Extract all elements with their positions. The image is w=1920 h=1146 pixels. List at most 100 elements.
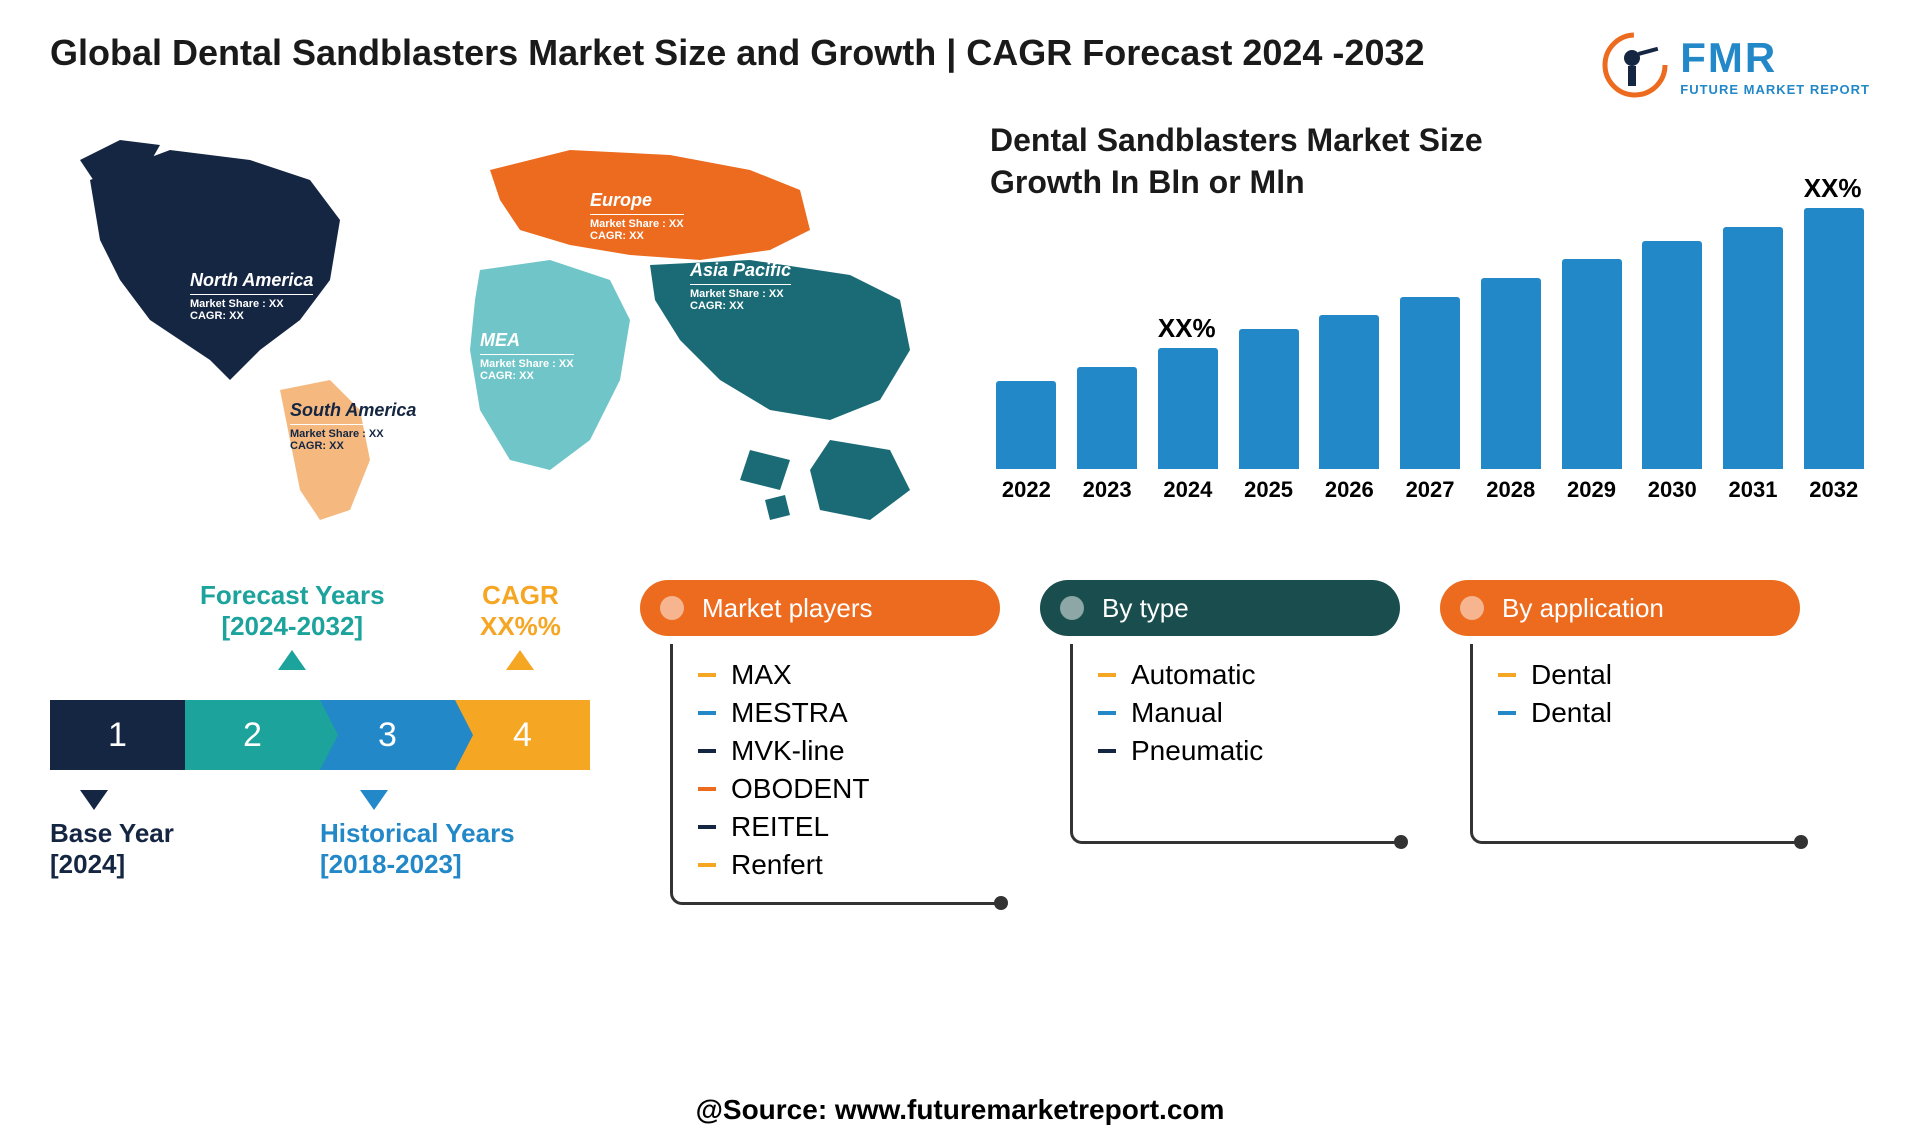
category-item: MESTRA (698, 697, 1000, 729)
category-block: Market players MAX MESTRA MVK-line OBODENT RE… (640, 580, 1000, 905)
category-list: Dental Dental (1470, 644, 1800, 844)
bar-year-label: 2027 (1406, 477, 1455, 503)
map-region-label: MEAMarket Share : XXCAGR: XX (480, 330, 574, 382)
category-item-label: Manual (1131, 697, 1223, 729)
timeline-seg-4: 4 (455, 700, 590, 770)
bar-column: 2030 (1636, 241, 1709, 504)
bar-column: XX%2024 (1151, 348, 1224, 503)
category-item-label: REITEL (731, 811, 829, 843)
bar-year-label: 2026 (1325, 477, 1374, 503)
category-item: MVK-line (698, 735, 1000, 767)
tick-icon (698, 673, 716, 677)
chart-bar (1319, 315, 1379, 469)
tick-icon (698, 787, 716, 791)
logo-sub-text: FUTURE MARKET REPORT (1680, 82, 1870, 97)
bar-year-label: 2025 (1244, 477, 1293, 503)
bar-annotation: XX% (1804, 173, 1862, 204)
category-item: Manual (1098, 697, 1400, 729)
category-item: Renfert (698, 849, 1000, 881)
source-text: @Source: www.futuremarketreport.com (696, 1094, 1225, 1126)
tick-icon (1098, 749, 1116, 753)
chart-bar (996, 381, 1056, 470)
world-map: North AmericaMarket Share : XXCAGR: XXSo… (50, 120, 950, 540)
bar-chart-area: Dental Sandblasters Market Size Growth I… (990, 120, 1870, 540)
bar-column: 2029 (1555, 259, 1628, 503)
tick-icon (1498, 673, 1516, 677)
bar-year-label: 2028 (1486, 477, 1535, 503)
category-item-label: Dental (1531, 697, 1612, 729)
chart-bar: XX% (1804, 208, 1864, 469)
category-item-label: MESTRA (731, 697, 848, 729)
bar-year-label: 2031 (1729, 477, 1778, 503)
chart-bar (1562, 259, 1622, 469)
category-block: By application Dental Dental (1440, 580, 1800, 905)
historical-range: [2018-2023] (320, 849, 462, 879)
bar-column: 2031 (1717, 227, 1790, 504)
category-item-label: Automatic (1131, 659, 1256, 691)
bar-column: 2023 (1071, 367, 1144, 504)
bar-annotation: XX% (1158, 313, 1216, 344)
cagr-label: CAGR (482, 580, 559, 610)
category-item-label: MVK-line (731, 735, 845, 767)
category-list: MAX MESTRA MVK-line OBODENT REITEL Renfert (670, 644, 1000, 905)
page-title: Global Dental Sandblasters Market Size a… (50, 30, 1425, 77)
tick-icon (1498, 711, 1516, 715)
bar-column: 2027 (1394, 297, 1467, 504)
bar-year-label: 2029 (1567, 477, 1616, 503)
category-item: OBODENT (698, 773, 1000, 805)
map-region-label: North AmericaMarket Share : XXCAGR: XX (190, 270, 313, 322)
category-item: REITEL (698, 811, 1000, 843)
chart-title: Dental Sandblasters Market Size Growth I… (990, 120, 1490, 203)
category-block: By type Automatic Manual Pneumatic (1040, 580, 1400, 905)
fmr-logo: FMR FUTURE MARKET REPORT (1600, 30, 1870, 100)
bar-column: 2022 (990, 381, 1063, 504)
logo-icon (1600, 30, 1670, 100)
chart-bar (1400, 297, 1460, 470)
category-item-label: Pneumatic (1131, 735, 1263, 767)
cagr-value: XX%% (480, 611, 561, 641)
header: Global Dental Sandblasters Market Size a… (50, 30, 1870, 100)
timeline-seg-2: 2 (185, 700, 320, 770)
category-header: Market players (640, 580, 1000, 636)
bar-year-label: 2030 (1648, 477, 1697, 503)
bar-year-label: 2032 (1809, 477, 1858, 503)
map-region-label: EuropeMarket Share : XXCAGR: XX (590, 190, 684, 242)
category-header: By type (1040, 580, 1400, 636)
chart-bar (1077, 367, 1137, 470)
category-header: By application (1440, 580, 1800, 636)
bar-column: XX% 2032 (1797, 208, 1870, 503)
tick-icon (698, 825, 716, 829)
map-region-label: Asia PacificMarket Share : XXCAGR: XX (690, 260, 791, 312)
forecast-range: [2024-2032] (221, 611, 363, 641)
category-item: MAX (698, 659, 1000, 691)
bar-year-label: 2023 (1083, 477, 1132, 503)
chart-bar (1723, 227, 1783, 470)
tick-icon (1098, 711, 1116, 715)
category-item: Dental (1498, 659, 1800, 691)
category-item: Dental (1498, 697, 1800, 729)
historical-label: Historical Years (320, 818, 515, 848)
category-item: Automatic (1098, 659, 1400, 691)
tick-icon (698, 749, 716, 753)
tick-icon (1098, 673, 1116, 677)
timeline-block: Forecast Years [2024-2032] CAGR XX%% 1 2… (50, 580, 610, 880)
category-item-label: MAX (731, 659, 792, 691)
chart-bar: XX% (1158, 348, 1218, 469)
bar-chart: 2022 2023 XX%2024 2025 2026 2027 2028 2029 2030 2… (990, 223, 1870, 503)
base-label: Base Year (50, 818, 174, 848)
category-item-label: Dental (1531, 659, 1612, 691)
forecast-label: Forecast Years (200, 580, 385, 610)
timeline-bar: 1 2 3 4 (50, 700, 590, 770)
tick-icon (698, 863, 716, 867)
category-item: Pneumatic (1098, 735, 1400, 767)
bar-column: 2028 (1474, 278, 1547, 503)
timeline-seg-1: 1 (50, 700, 185, 770)
category-list: Automatic Manual Pneumatic (1070, 644, 1400, 844)
bar-column: 2025 (1232, 329, 1305, 503)
timeline-seg-3: 3 (320, 700, 455, 770)
category-item-label: OBODENT (731, 773, 869, 805)
chart-bar (1239, 329, 1299, 469)
bar-column: 2026 (1313, 315, 1386, 503)
chart-bar (1481, 278, 1541, 469)
base-range: [2024] (50, 849, 125, 879)
